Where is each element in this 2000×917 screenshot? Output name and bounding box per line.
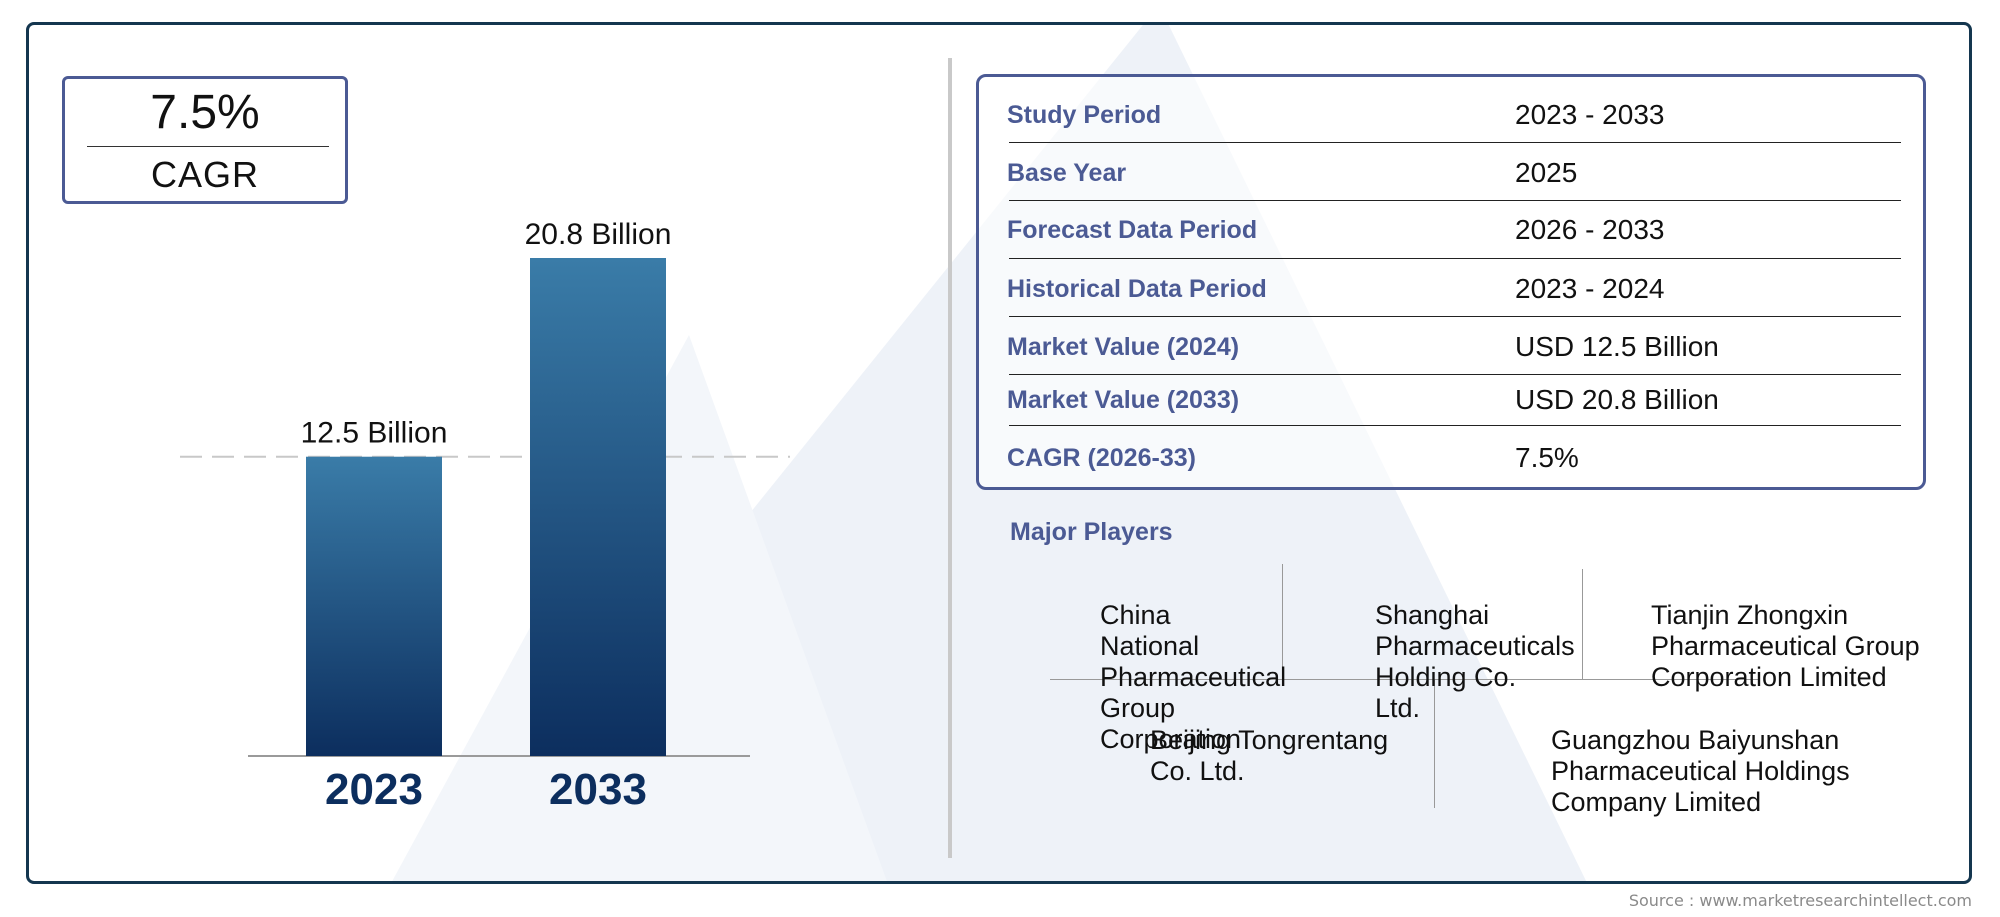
row-label: CAGR (2026-33) — [1007, 443, 1196, 472]
player-name: China National Pharmaceutical Group Corp… — [1100, 600, 1287, 754]
bar-2033 — [530, 258, 666, 756]
row-label: Forecast Data Period — [1007, 215, 1258, 244]
cagr-divider — [87, 146, 329, 147]
source-credit: Source : www.marketresearchintellect.com — [1628, 891, 1972, 910]
players-connector — [1434, 680, 1435, 808]
table-row: Base Year 2025 — [1007, 153, 1897, 193]
players-horizontal-line — [1050, 679, 1760, 680]
players-connector — [1282, 564, 1283, 680]
bar-2023 — [306, 456, 442, 756]
row-divider — [1009, 200, 1901, 201]
player-name: Shanghai Pharmaceuticals Holding Co. Ltd… — [1375, 600, 1575, 723]
player-name: Guangzhou Baiyunshan Pharmaceutical Hold… — [1551, 725, 1850, 817]
bar-value-label: 12.5 Billion — [301, 417, 448, 450]
table-row: Study Period 2023 - 2033 — [1007, 95, 1897, 135]
table-row: Forecast Data Period 2026 - 2033 — [1007, 210, 1897, 250]
row-value: 2026 - 2033 — [1515, 214, 1665, 245]
major-players-title: Major Players — [1010, 518, 1173, 546]
row-label: Market Value (2024) — [1007, 332, 1240, 361]
player-name: Tianjin Zhongxin Pharmaceutical Group Co… — [1651, 600, 1920, 692]
category-label: 2023 — [325, 765, 423, 814]
row-value: 2023 - 2033 — [1515, 99, 1665, 130]
table-row: Market Value (2033) USD 20.8 Billion — [1007, 380, 1897, 420]
row-divider — [1009, 142, 1901, 143]
row-label: Study Period — [1007, 100, 1162, 129]
table-row: CAGR (2026-33) 7.5% — [1007, 438, 1897, 478]
row-divider — [1009, 316, 1901, 317]
row-divider — [1009, 374, 1901, 375]
cagr-badge: 7.5% CAGR — [62, 76, 348, 204]
category-label: 2033 — [549, 765, 647, 814]
row-divider — [1009, 425, 1901, 426]
table-row: Market Value (2024) USD 12.5 Billion — [1007, 327, 1897, 367]
cagr-value: 7.5% — [150, 86, 260, 139]
row-label: Base Year — [1007, 158, 1127, 187]
row-value: USD 20.8 Billion — [1515, 384, 1719, 415]
players-connector — [1582, 569, 1583, 680]
row-value: USD 12.5 Billion — [1515, 331, 1719, 362]
row-divider — [1009, 258, 1901, 259]
row-value: 7.5% — [1515, 442, 1579, 473]
row-value: 2023 - 2024 — [1515, 273, 1665, 304]
bar-chart: 12.5 Billion 2023 20.8 Billion 2033 — [180, 218, 790, 814]
bar-value-label: 20.8 Billion — [525, 218, 672, 251]
market-summary-table: Study Period 2023 - 2033 Base Year 2025 … — [976, 74, 1926, 490]
panel-divider — [948, 58, 952, 858]
player-name: Beijing Tongrentang Co. Ltd. — [1150, 725, 1389, 786]
cagr-label: CAGR — [150, 154, 259, 195]
row-label: Historical Data Period — [1007, 274, 1267, 303]
row-label: Market Value (2033) — [1007, 385, 1240, 414]
table-row: Historical Data Period 2023 - 2024 — [1007, 269, 1897, 309]
row-value: 2025 — [1515, 157, 1578, 188]
